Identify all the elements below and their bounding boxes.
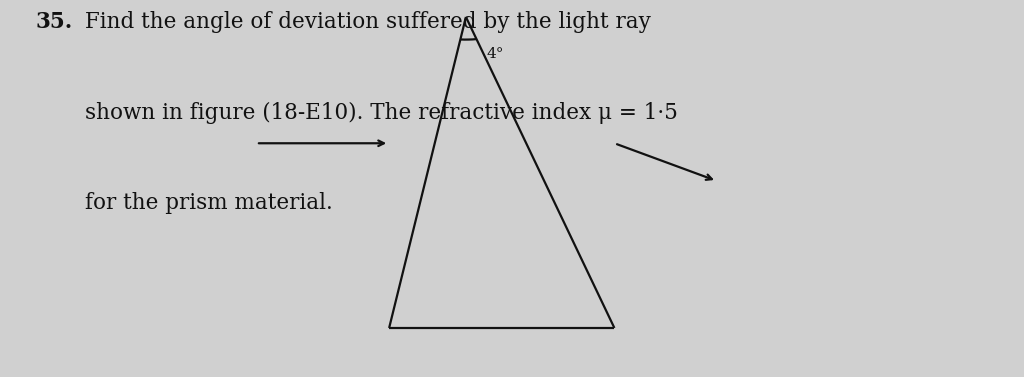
- Text: shown in figure (18-E10). The refractive index μ = 1·5: shown in figure (18-E10). The refractive…: [85, 102, 678, 124]
- Text: Find the angle of deviation suffered by the light ray: Find the angle of deviation suffered by …: [85, 11, 651, 33]
- Text: 35.: 35.: [36, 11, 73, 33]
- Text: 4°: 4°: [486, 47, 504, 61]
- Text: for the prism material.: for the prism material.: [85, 192, 333, 214]
